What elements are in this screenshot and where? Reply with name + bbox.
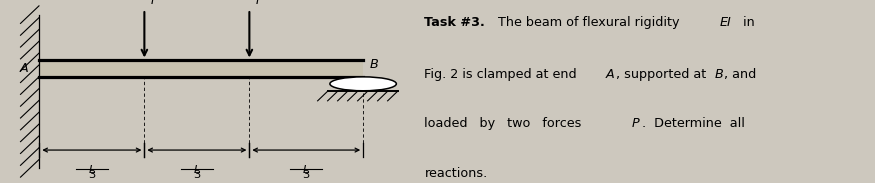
Text: 3: 3 (88, 170, 95, 180)
Text: $L$: $L$ (303, 163, 310, 175)
Text: $L$: $L$ (88, 163, 95, 175)
Text: EI: EI (720, 16, 732, 29)
Bar (39, 60, 363, 77)
Text: .  Determine  all: . Determine all (642, 117, 746, 130)
Text: A: A (606, 68, 614, 81)
Text: P: P (255, 0, 262, 7)
Text: reactions.: reactions. (424, 167, 487, 180)
Text: The beam of flexural rigidity: The beam of flexural rigidity (494, 16, 684, 29)
Circle shape (330, 77, 396, 91)
Text: A: A (20, 62, 29, 75)
Text: B: B (715, 68, 724, 81)
Text: P: P (632, 117, 640, 130)
Text: 3: 3 (303, 170, 310, 180)
Text: loaded   by   two   forces: loaded by two forces (424, 117, 594, 130)
Text: in: in (739, 16, 755, 29)
Text: , supported at: , supported at (616, 68, 711, 81)
Text: Task #3.: Task #3. (424, 16, 485, 29)
Text: P: P (150, 0, 158, 7)
Text: $L$: $L$ (193, 163, 200, 175)
Text: B: B (369, 57, 378, 71)
Text: 3: 3 (193, 170, 200, 180)
Text: , and: , and (724, 68, 757, 81)
Text: Fig. 2 is clamped at end: Fig. 2 is clamped at end (424, 68, 581, 81)
